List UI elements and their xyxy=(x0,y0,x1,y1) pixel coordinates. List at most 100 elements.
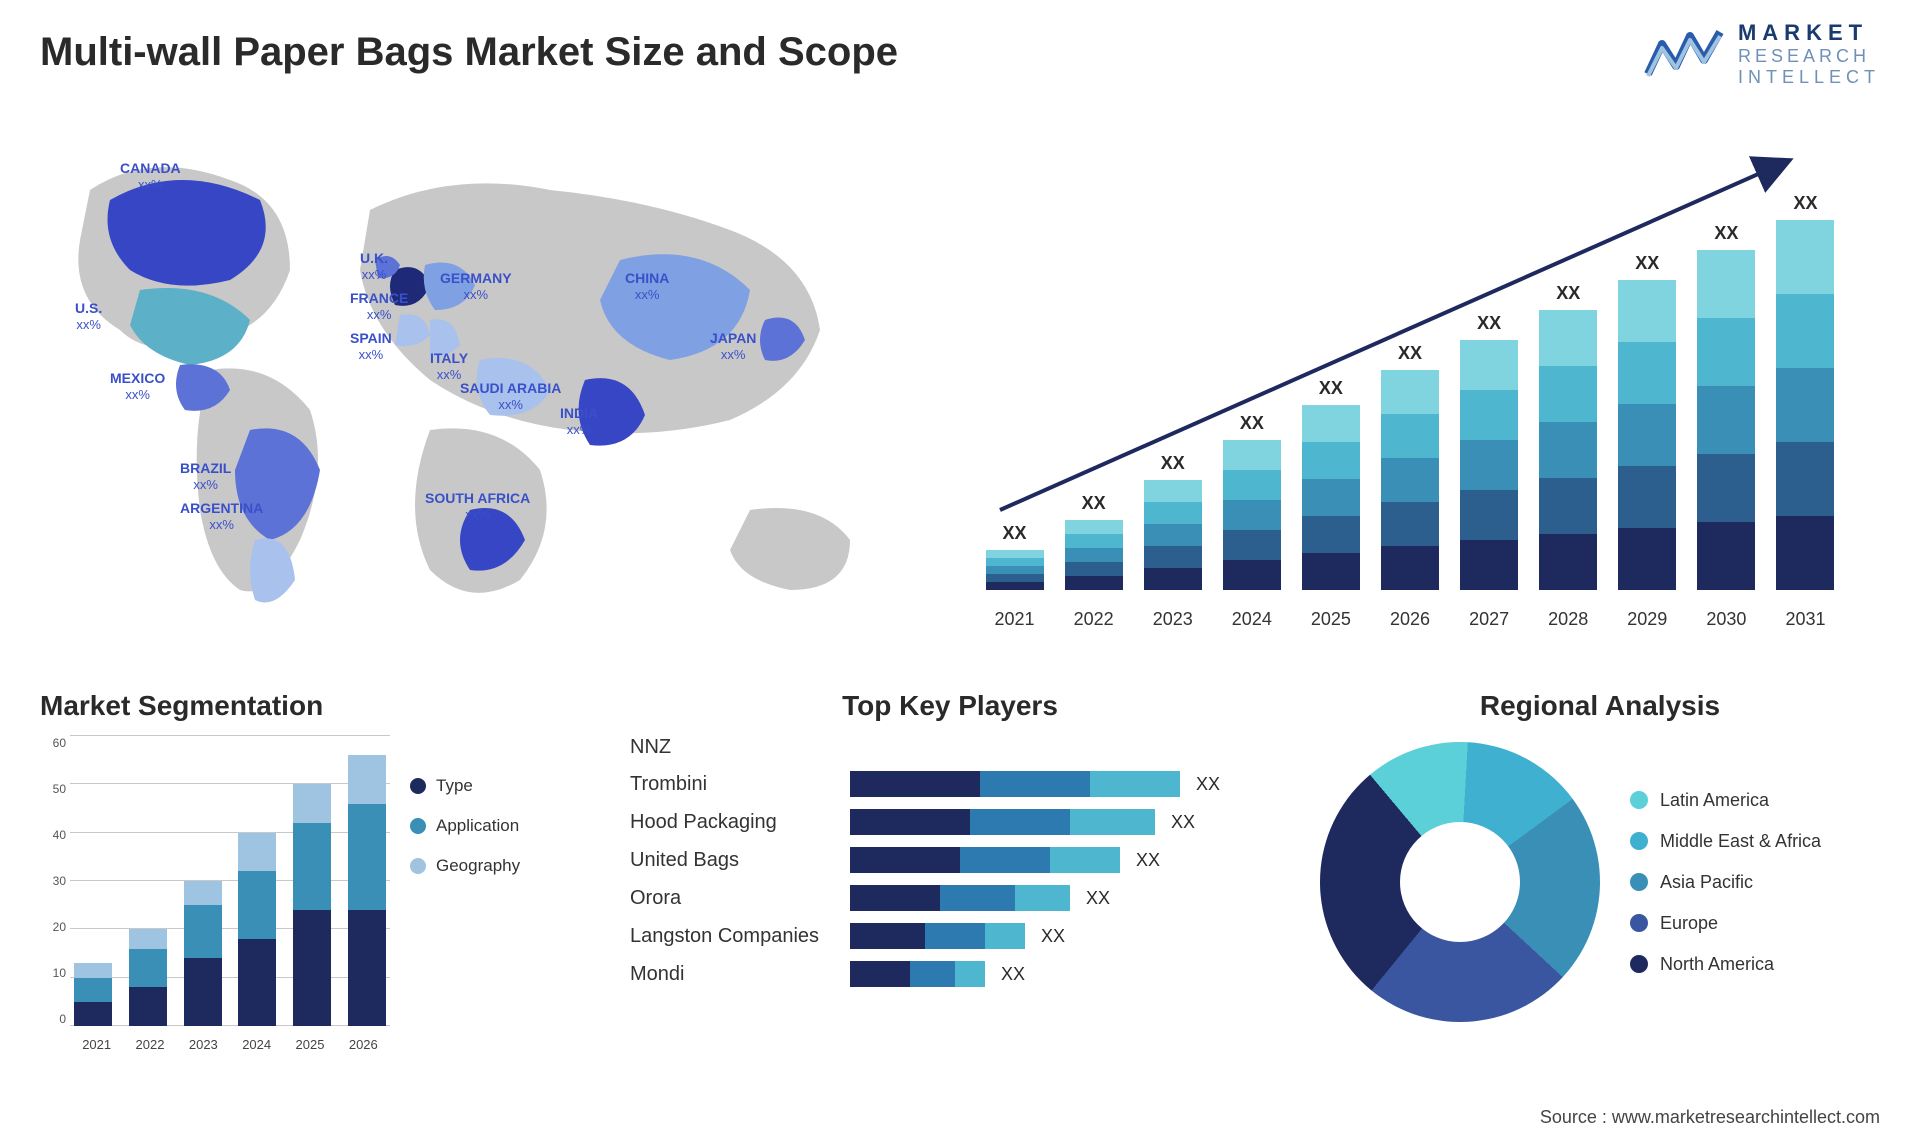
main-x-label: 2028 xyxy=(1534,609,1603,630)
main-bar-2026: XX xyxy=(1375,343,1444,590)
main-bar-2022: XX xyxy=(1059,493,1128,590)
seg-x-label: 2023 xyxy=(189,1037,218,1052)
key-players-section: Top Key Players NNZTrombiniXXHood Packag… xyxy=(630,690,1270,987)
seg-ytick: 60 xyxy=(40,736,66,750)
main-x-label: 2027 xyxy=(1455,609,1524,630)
player-name: Langston Companies xyxy=(630,925,850,948)
main-x-label: 2025 xyxy=(1296,609,1365,630)
seg-bar-2026 xyxy=(348,755,386,1026)
regional-legend-item: Europe xyxy=(1630,913,1821,934)
player-value: XX xyxy=(1041,926,1065,947)
main-x-label: 2029 xyxy=(1613,609,1682,630)
map-label-japan: JAPANxx% xyxy=(710,330,756,362)
player-row: NNZ xyxy=(630,736,1270,759)
player-name: United Bags xyxy=(630,849,850,872)
player-name: Mondi xyxy=(630,963,850,986)
source-label: Source : www.marketresearchintellect.com xyxy=(1540,1107,1880,1128)
seg-bar-2023 xyxy=(184,881,222,1026)
brand-logo: MARKET RESEARCH INTELLECT xyxy=(1644,20,1880,88)
map-label-spain: SPAINxx% xyxy=(350,330,392,362)
player-row: TrombiniXX xyxy=(630,771,1270,797)
main-bar-2027: XX xyxy=(1455,313,1524,590)
logo-text-2: RESEARCH xyxy=(1738,46,1880,67)
main-bar-2029: XX xyxy=(1613,253,1682,590)
seg-ytick: 20 xyxy=(40,920,66,934)
player-name: Trombini xyxy=(630,773,850,796)
player-name: NNZ xyxy=(630,736,850,759)
segmentation-section: Market Segmentation 6050403020100 202120… xyxy=(40,690,570,1066)
map-label-brazil: BRAZILxx% xyxy=(180,460,231,492)
main-x-label: 2022 xyxy=(1059,609,1128,630)
player-value: XX xyxy=(1086,888,1110,909)
seg-x-label: 2025 xyxy=(296,1037,325,1052)
players-title: Top Key Players xyxy=(630,690,1270,722)
main-bar-value: XX xyxy=(1003,523,1027,544)
main-bar-value: XX xyxy=(1556,283,1580,304)
map-label-mexico: MEXICOxx% xyxy=(110,370,165,402)
seg-legend-item: Application xyxy=(410,816,570,836)
regional-title: Regional Analysis xyxy=(1320,690,1880,722)
map-label-germany: GERMANYxx% xyxy=(440,270,512,302)
main-bar-value: XX xyxy=(1082,493,1106,514)
map-label-us: U.S.xx% xyxy=(75,300,102,332)
player-value: XX xyxy=(1001,964,1025,985)
map-label-india: INDIAxx% xyxy=(560,405,598,437)
regional-legend-item: Latin America xyxy=(1630,790,1821,811)
main-bar-value: XX xyxy=(1240,413,1264,434)
map-label-argentina: ARGENTINAxx% xyxy=(180,500,263,532)
player-row: Hood PackagingXX xyxy=(630,809,1270,835)
map-label-china: CHINAxx% xyxy=(625,270,669,302)
segmentation-title: Market Segmentation xyxy=(40,690,570,722)
main-x-label: 2024 xyxy=(1217,609,1286,630)
player-row: Mondi XX xyxy=(630,961,1270,987)
seg-bar-2022 xyxy=(129,929,167,1026)
player-name: Hood Packaging xyxy=(630,811,850,834)
logo-text-1: MARKET xyxy=(1738,20,1880,46)
player-value: XX xyxy=(1136,850,1160,871)
seg-ytick: 0 xyxy=(40,1012,66,1026)
main-bar-value: XX xyxy=(1793,193,1817,214)
main-x-label: 2021 xyxy=(980,609,1049,630)
map-label-uk: U.K.xx% xyxy=(360,250,388,282)
seg-ytick: 50 xyxy=(40,782,66,796)
seg-x-label: 2026 xyxy=(349,1037,378,1052)
seg-ytick: 10 xyxy=(40,966,66,980)
main-x-label: 2031 xyxy=(1771,609,1840,630)
regional-legend-item: Middle East & Africa xyxy=(1630,831,1821,852)
seg-ytick: 40 xyxy=(40,828,66,842)
map-label-saudiarabia: SAUDI ARABIAxx% xyxy=(460,380,561,412)
main-bar-value: XX xyxy=(1635,253,1659,274)
main-bar-2021: XX xyxy=(980,523,1049,590)
main-bar-value: XX xyxy=(1398,343,1422,364)
player-bar xyxy=(850,847,1120,873)
seg-ytick: 30 xyxy=(40,874,66,888)
main-bar-2025: XX xyxy=(1296,378,1365,590)
main-x-label: 2023 xyxy=(1138,609,1207,630)
player-bar xyxy=(850,923,1025,949)
seg-bar-2024 xyxy=(238,833,276,1026)
regional-section: Regional Analysis Latin America Middle Ea… xyxy=(1320,690,1880,1022)
seg-x-label: 2022 xyxy=(136,1037,165,1052)
main-bar-2030: XX xyxy=(1692,223,1761,590)
player-row: United Bags XX xyxy=(630,847,1270,873)
seg-legend-item: Geography xyxy=(410,856,570,876)
map-label-southafrica: SOUTH AFRICAxx% xyxy=(425,490,530,522)
main-bar-value: XX xyxy=(1161,453,1185,474)
main-bar-2028: XX xyxy=(1534,283,1603,590)
main-market-chart: XX XX XX XX XX XX XX XX XX XX XX 2021 2022 2023 2024 2… xyxy=(980,140,1840,630)
map-label-italy: ITALYxx% xyxy=(430,350,468,382)
main-x-label: 2030 xyxy=(1692,609,1761,630)
map-label-canada: CANADAxx% xyxy=(120,160,181,192)
main-bar-value: XX xyxy=(1319,378,1343,399)
regional-donut-chart xyxy=(1320,742,1600,1022)
player-bar xyxy=(850,771,1180,797)
main-x-label: 2026 xyxy=(1375,609,1444,630)
seg-legend-item: Type xyxy=(410,776,570,796)
logo-text-3: INTELLECT xyxy=(1738,67,1880,88)
logo-mark-icon xyxy=(1644,26,1724,82)
seg-bar-2025 xyxy=(293,784,331,1026)
map-label-france: FRANCExx% xyxy=(350,290,408,322)
player-row: OroraXX xyxy=(630,885,1270,911)
world-map: CANADAxx% U.S.xx% MEXICOxx% BRAZILxx% ARGENT… xyxy=(30,130,910,630)
player-row: Langston Companies XX xyxy=(630,923,1270,949)
